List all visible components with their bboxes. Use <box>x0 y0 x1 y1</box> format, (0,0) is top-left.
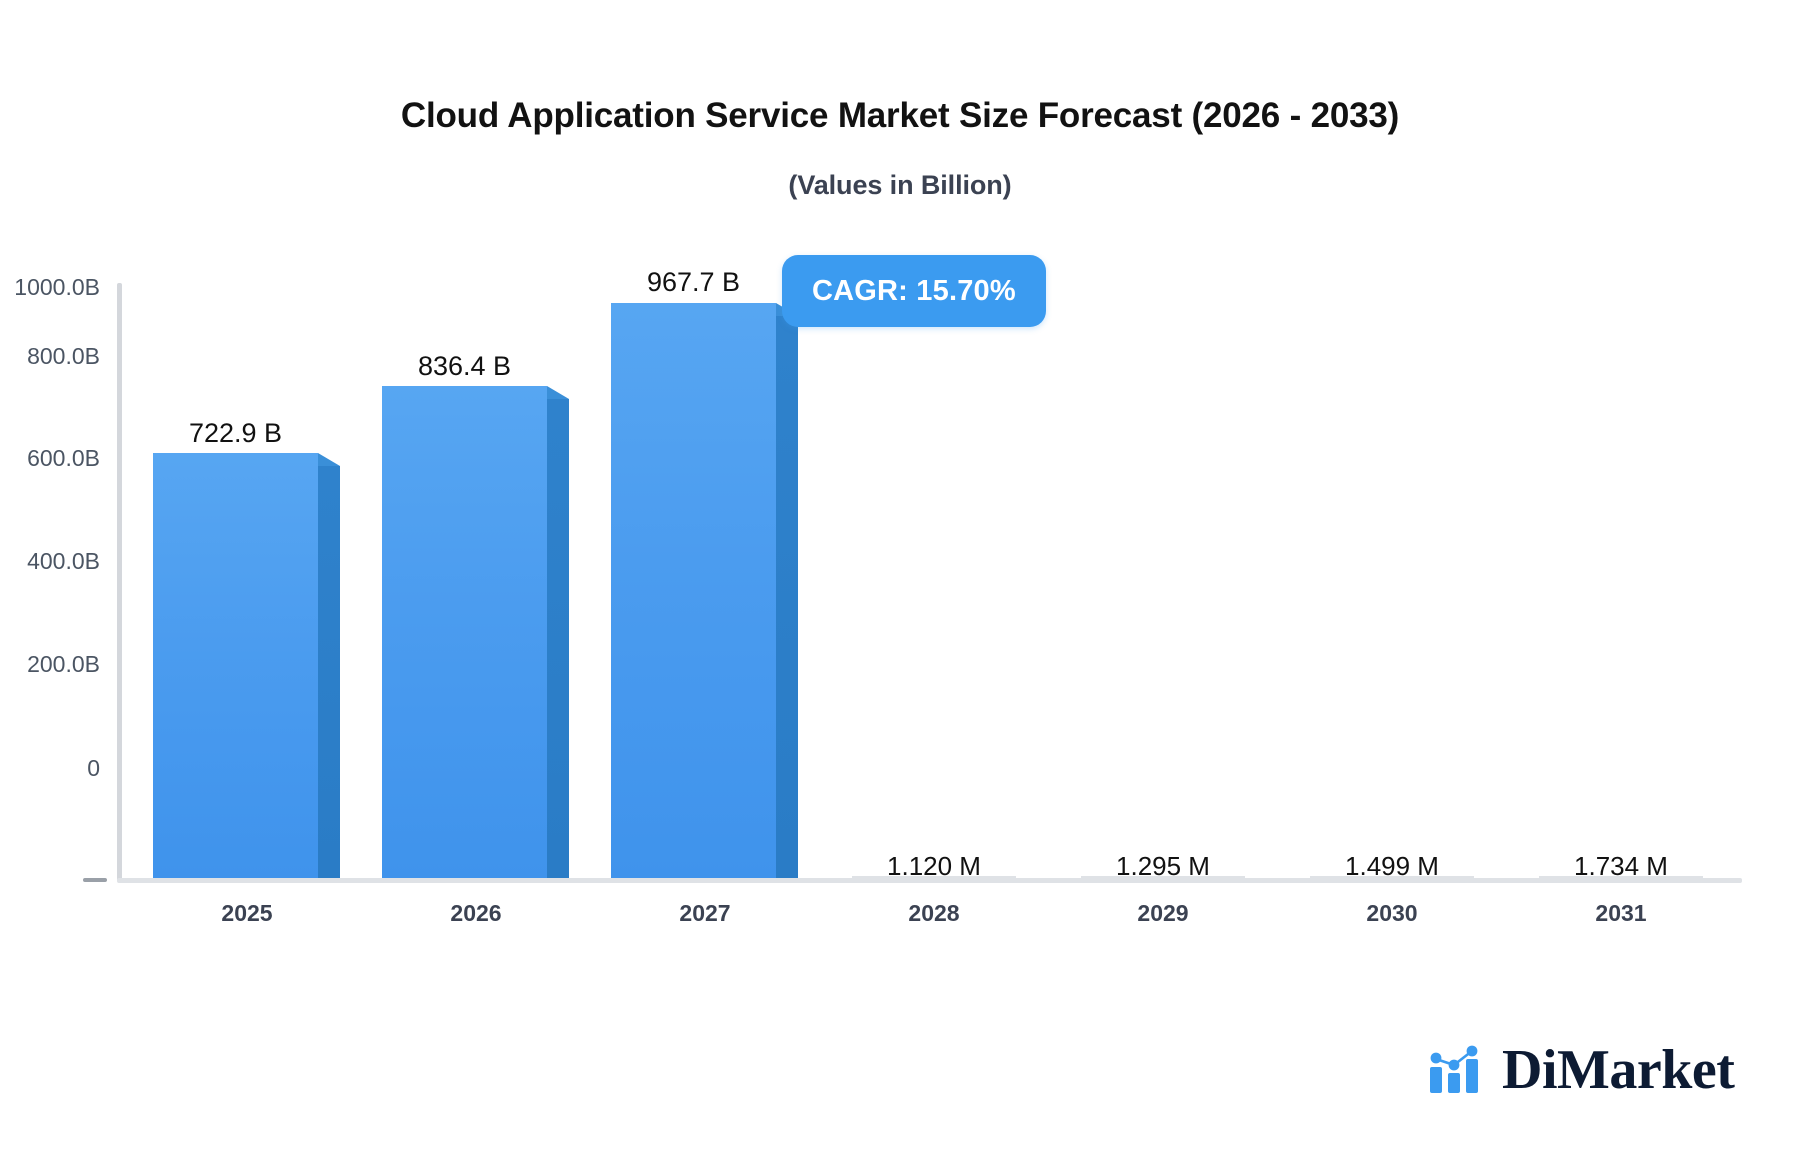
bar-side-face <box>318 466 340 878</box>
bar-front-face <box>153 453 318 878</box>
dimarket-logo: DiMarket <box>1428 1039 1735 1101</box>
y-axis-tick: 400.0B <box>0 548 104 575</box>
bar-top-bevel <box>318 453 340 466</box>
bar[interactable] <box>382 386 569 878</box>
y-axis-tick-label: 600.0B <box>27 445 100 471</box>
y-axis-tick-label: 0 <box>87 755 100 781</box>
bar-side-face <box>547 399 569 878</box>
y-axis-tick: 800.0B <box>0 343 104 370</box>
y-axis-tick-label: 400.0B <box>27 548 100 574</box>
y-axis-tick: 1000.0B <box>0 274 104 301</box>
bar-chart-icon <box>1430 1045 1478 1093</box>
bar-front-face <box>611 303 776 878</box>
chart-title: Cloud Application Service Market Size Fo… <box>400 96 1400 135</box>
bar-value-label: 722.9 B <box>188 418 283 448</box>
bar[interactable] <box>1081 876 1245 881</box>
y-axis-tick: 200.0B <box>0 651 104 678</box>
y-axis-tick-label: 800.0B <box>27 343 100 369</box>
x-axis-tick-label: 2029 <box>1137 900 1189 926</box>
y-axis-tick: 600.0B <box>0 445 104 472</box>
bar-value-label: 836.4 B <box>417 351 512 381</box>
bar[interactable] <box>611 303 798 878</box>
x-axis-tick-label: 2028 <box>908 900 960 926</box>
bar[interactable] <box>1310 876 1474 881</box>
x-axis-tick-label: 2026 <box>450 900 502 926</box>
y-axis-tick-label: 1000.0B <box>14 274 100 300</box>
bar[interactable] <box>852 876 1016 881</box>
bar-side-face <box>776 316 798 878</box>
y-axis-line <box>117 283 122 881</box>
bar[interactable] <box>153 453 340 878</box>
x-axis-tick-label: 2031 <box>1595 900 1647 926</box>
bar-value-label: 967.7 B <box>646 267 741 297</box>
y-axis-zero-tick <box>83 878 107 882</box>
logo-wordmark: DiMarket <box>1502 1039 1735 1101</box>
bar[interactable] <box>1539 876 1703 881</box>
bar-front-face <box>382 386 547 878</box>
y-axis-tick-label: 200.0B <box>27 651 100 677</box>
cagr-badge-label: CAGR: 15.70% <box>812 274 1016 307</box>
x-axis-tick-label: 2027 <box>679 900 731 926</box>
bar-top-bevel <box>547 386 569 399</box>
x-axis-tick-label: 2025 <box>221 900 273 926</box>
cagr-badge[interactable]: CAGR: 15.70% <box>782 255 1046 327</box>
y-axis-tick: 0 <box>0 755 104 782</box>
x-axis-tick-label: 2030 <box>1366 900 1418 926</box>
chart-subtitle: (Values in Billion) <box>788 170 1012 200</box>
